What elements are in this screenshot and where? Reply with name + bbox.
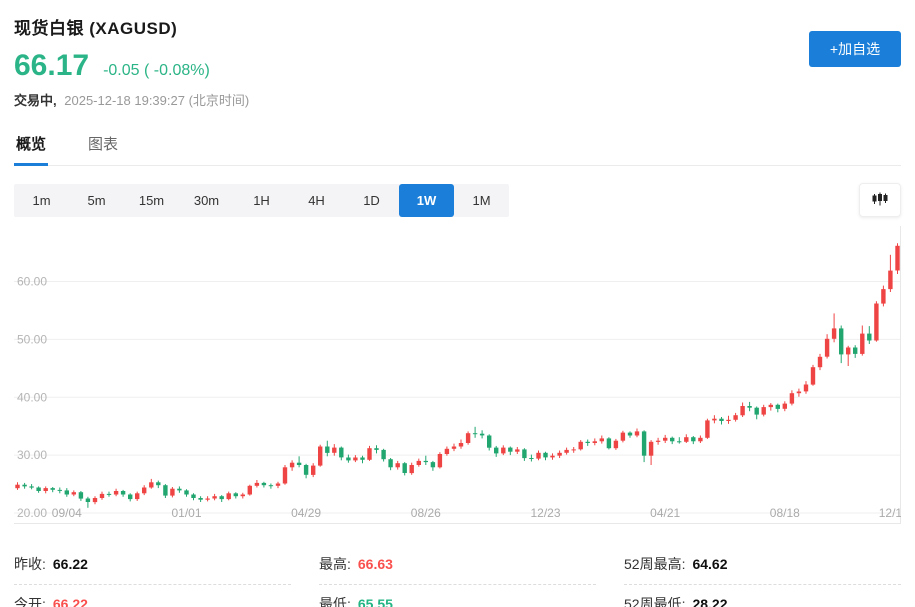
stat-value: 66.22 — [52, 596, 88, 607]
chart-toolbar: 1m 5m 15m 30m 1H 4H 1D 1W 1M — [14, 183, 901, 217]
svg-text:08/26: 08/26 — [411, 506, 441, 520]
price-row: 66.17 -0.05 ( -0.08%) — [14, 49, 901, 83]
interval-button-15m[interactable]: 15m — [124, 184, 179, 217]
stat-item: 52周最低: 28.22 — [624, 585, 901, 607]
quote-header: 现货白银 (XAGUSD) 66.17 -0.05 ( -0.08%) 交易中,… — [14, 0, 901, 109]
chart-type-button[interactable] — [859, 183, 901, 217]
svg-text:08/18: 08/18 — [770, 506, 800, 520]
stat-value: 66.22 — [52, 556, 88, 572]
svg-text:60.00: 60.00 — [17, 275, 47, 289]
svg-text:09/04: 09/04 — [52, 506, 82, 520]
svg-text:04/29: 04/29 — [291, 506, 321, 520]
svg-text:04/21: 04/21 — [650, 506, 680, 520]
tab-0[interactable]: 概览 — [14, 127, 49, 166]
svg-text:01/01: 01/01 — [171, 506, 201, 520]
stat-item: 最低: 65.55 — [319, 585, 596, 607]
svg-text:40.00: 40.00 — [17, 390, 47, 404]
interval-button-5m[interactable]: 5m — [69, 184, 124, 217]
stat-value: 28.22 — [692, 596, 728, 607]
market-status: 交易中, — [14, 93, 57, 108]
interval-button-1D[interactable]: 1D — [344, 184, 399, 217]
interval-button-1m[interactable]: 1m — [14, 184, 69, 217]
stat-label: 最高: — [319, 556, 351, 572]
stat-label: 52周最高: — [624, 556, 686, 572]
svg-text:12/1: 12/1 — [879, 506, 901, 520]
market-status-row: 交易中, 2025-12-18 19:39:27 (北京时间) — [14, 90, 901, 109]
stat-label: 今开: — [14, 596, 46, 607]
price-change: -0.05 ( -0.08%) — [103, 62, 210, 79]
page-title: 现货白银 (XAGUSD) — [14, 19, 178, 38]
interval-button-1M[interactable]: 1M — [454, 184, 509, 217]
candlestick-chart[interactable]: 20.00 30.00 40.00 50.00 60.00 09/04 01/01 04/29… — [14, 226, 902, 531]
svg-text:20.00: 20.00 — [17, 506, 47, 520]
stat-item: 52周最高: 64.62 — [624, 545, 901, 585]
quote-stats: 昨收: 66.22 最高: 66.63 52周最高: 64.62 今开: 66.22 最低: 65… — [14, 545, 901, 607]
svg-text:30.00: 30.00 — [17, 448, 47, 462]
stat-label: 52周最低: — [624, 596, 686, 607]
stat-value: 66.63 — [357, 556, 393, 572]
add-watchlist-button[interactable]: +加自选 — [809, 31, 901, 67]
stat-value: 64.62 — [692, 556, 728, 572]
stat-value: 65.55 — [357, 596, 393, 607]
interval-button-1H[interactable]: 1H — [234, 184, 289, 217]
stat-item: 今开: 66.22 — [14, 585, 291, 607]
stat-label: 最低: — [319, 596, 351, 607]
stat-label: 昨收: — [14, 556, 46, 572]
interval-selector: 1m 5m 15m 30m 1H 4H 1D 1W 1M — [14, 183, 509, 217]
stat-item: 昨收: 66.22 — [14, 545, 291, 585]
interval-button-30m[interactable]: 30m — [179, 184, 234, 217]
svg-text:12/23: 12/23 — [530, 506, 560, 520]
interval-button-4H[interactable]: 4H — [289, 184, 344, 217]
section-tabs: 概览 图表 — [14, 127, 901, 166]
interval-button-1W[interactable]: 1W — [399, 183, 454, 217]
candlestick-icon — [871, 190, 889, 211]
last-price: 66.17 — [14, 49, 90, 82]
svg-text:50.00: 50.00 — [17, 332, 47, 346]
quote-timestamp: 2025-12-18 19:39:27 (北京时间) — [64, 93, 250, 108]
tab-1[interactable]: 图表 — [88, 136, 119, 153]
stat-item: 最高: 66.63 — [319, 545, 596, 585]
